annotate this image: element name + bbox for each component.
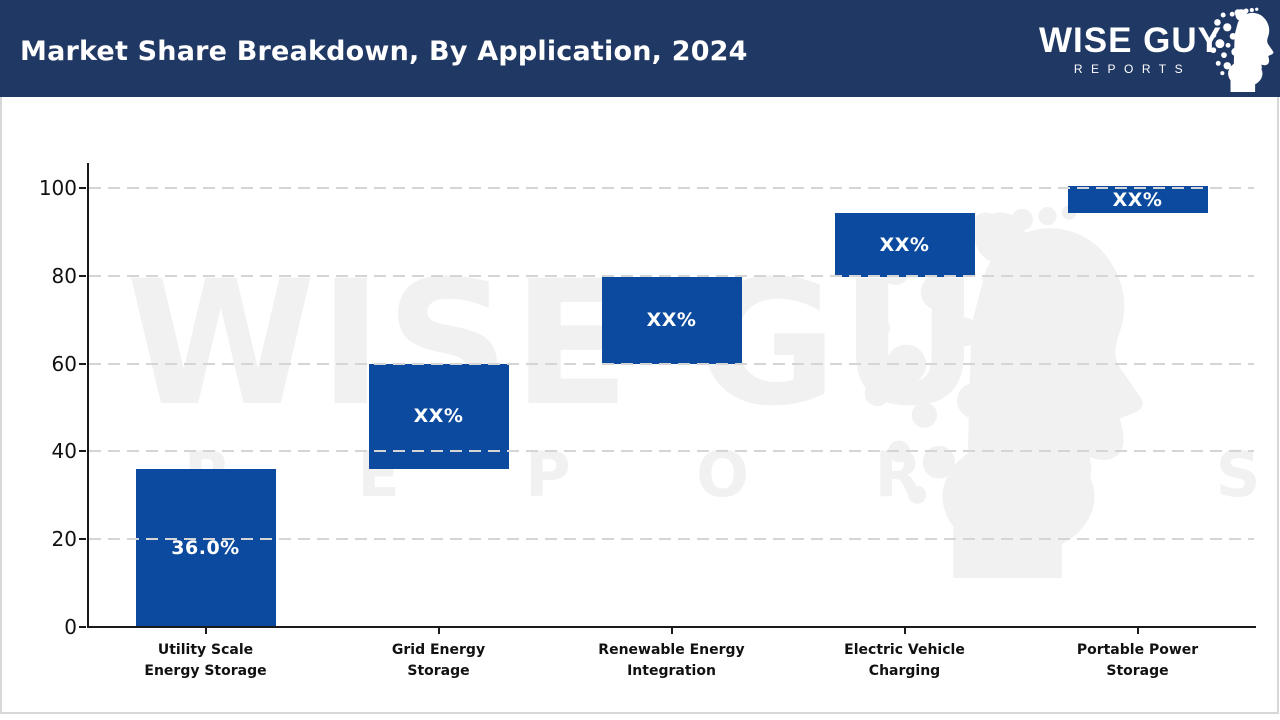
- gridline: [89, 450, 1254, 453]
- bar: [1067, 186, 1208, 213]
- y-axis-spine: [87, 163, 89, 628]
- header: Market Share Breakdown, By Application, …: [0, 0, 1280, 97]
- x-category-label-line: Charging: [868, 663, 941, 679]
- x-category-label: Portable Power Storage: [1026, 640, 1250, 682]
- wiseguy-logo: WISE GUY REPORTS: [1039, 5, 1276, 93]
- x-tick-mark: [670, 628, 673, 634]
- x-tick-mark: [204, 628, 207, 634]
- y-tick-mark: [79, 626, 86, 628]
- bar: [135, 468, 276, 627]
- gridline: [89, 187, 1254, 189]
- y-tick-label: 0: [64, 615, 77, 639]
- y-tick-mark: [79, 538, 86, 541]
- y-tick-mark: [79, 274, 86, 277]
- y-tick-mark: [79, 450, 86, 453]
- x-category-label: Renewable Energy Integration: [560, 640, 784, 682]
- x-category-label-line: Energy Storage: [144, 663, 267, 679]
- gridline: [89, 538, 1254, 541]
- page-title: Market Share Breakdown, By Application, …: [20, 36, 748, 67]
- bar: [601, 277, 742, 364]
- x-tick-mark: [437, 628, 440, 634]
- x-category-label-line: Grid Energy: [391, 642, 486, 658]
- bar-value-label: 36.0%: [171, 536, 240, 559]
- bar: [834, 213, 975, 278]
- logo-subname: REPORTS: [1073, 62, 1192, 76]
- logo-text: WISE GUY REPORTS: [1039, 23, 1222, 75]
- logo-name: WISE GUY: [1038, 21, 1222, 60]
- x-category-label-line: Storage: [407, 663, 470, 679]
- x-category-label: Grid Energy Storage: [327, 640, 551, 682]
- x-tick-mark: [903, 628, 906, 634]
- y-tick-mark: [79, 362, 86, 365]
- x-category-label-line: Storage: [1106, 663, 1169, 679]
- y-tick-label: 100: [38, 176, 77, 200]
- bar-value-label: XX%: [879, 234, 930, 257]
- x-tick-mark: [1136, 628, 1139, 634]
- bar-value-label: XX%: [646, 309, 697, 332]
- y-tick-label: 80: [51, 263, 77, 288]
- x-category-label-line: Utility Scale: [157, 642, 254, 658]
- x-category-label-line: Electric Vehicle: [844, 642, 965, 658]
- bar-value-label: XX%: [413, 405, 464, 428]
- y-tick-label: 60: [51, 351, 77, 376]
- gridline: [89, 274, 1254, 277]
- y-tick-label: 40: [51, 439, 77, 464]
- gridline: [89, 362, 1254, 365]
- x-category-label-line: Renewable Energy: [598, 642, 745, 658]
- x-category-label: Utility Scale Energy Storage: [94, 640, 318, 682]
- x-category-label-line: Integration: [627, 663, 716, 679]
- y-tick-mark: [79, 187, 86, 189]
- bar-value-label: XX%: [1112, 188, 1163, 211]
- x-axis-spine: [87, 626, 1256, 628]
- x-category-label: Electric Vehicle Charging: [793, 640, 1017, 682]
- y-tick-label: 20: [51, 527, 77, 552]
- x-category-label-line: Portable Power: [1076, 642, 1199, 658]
